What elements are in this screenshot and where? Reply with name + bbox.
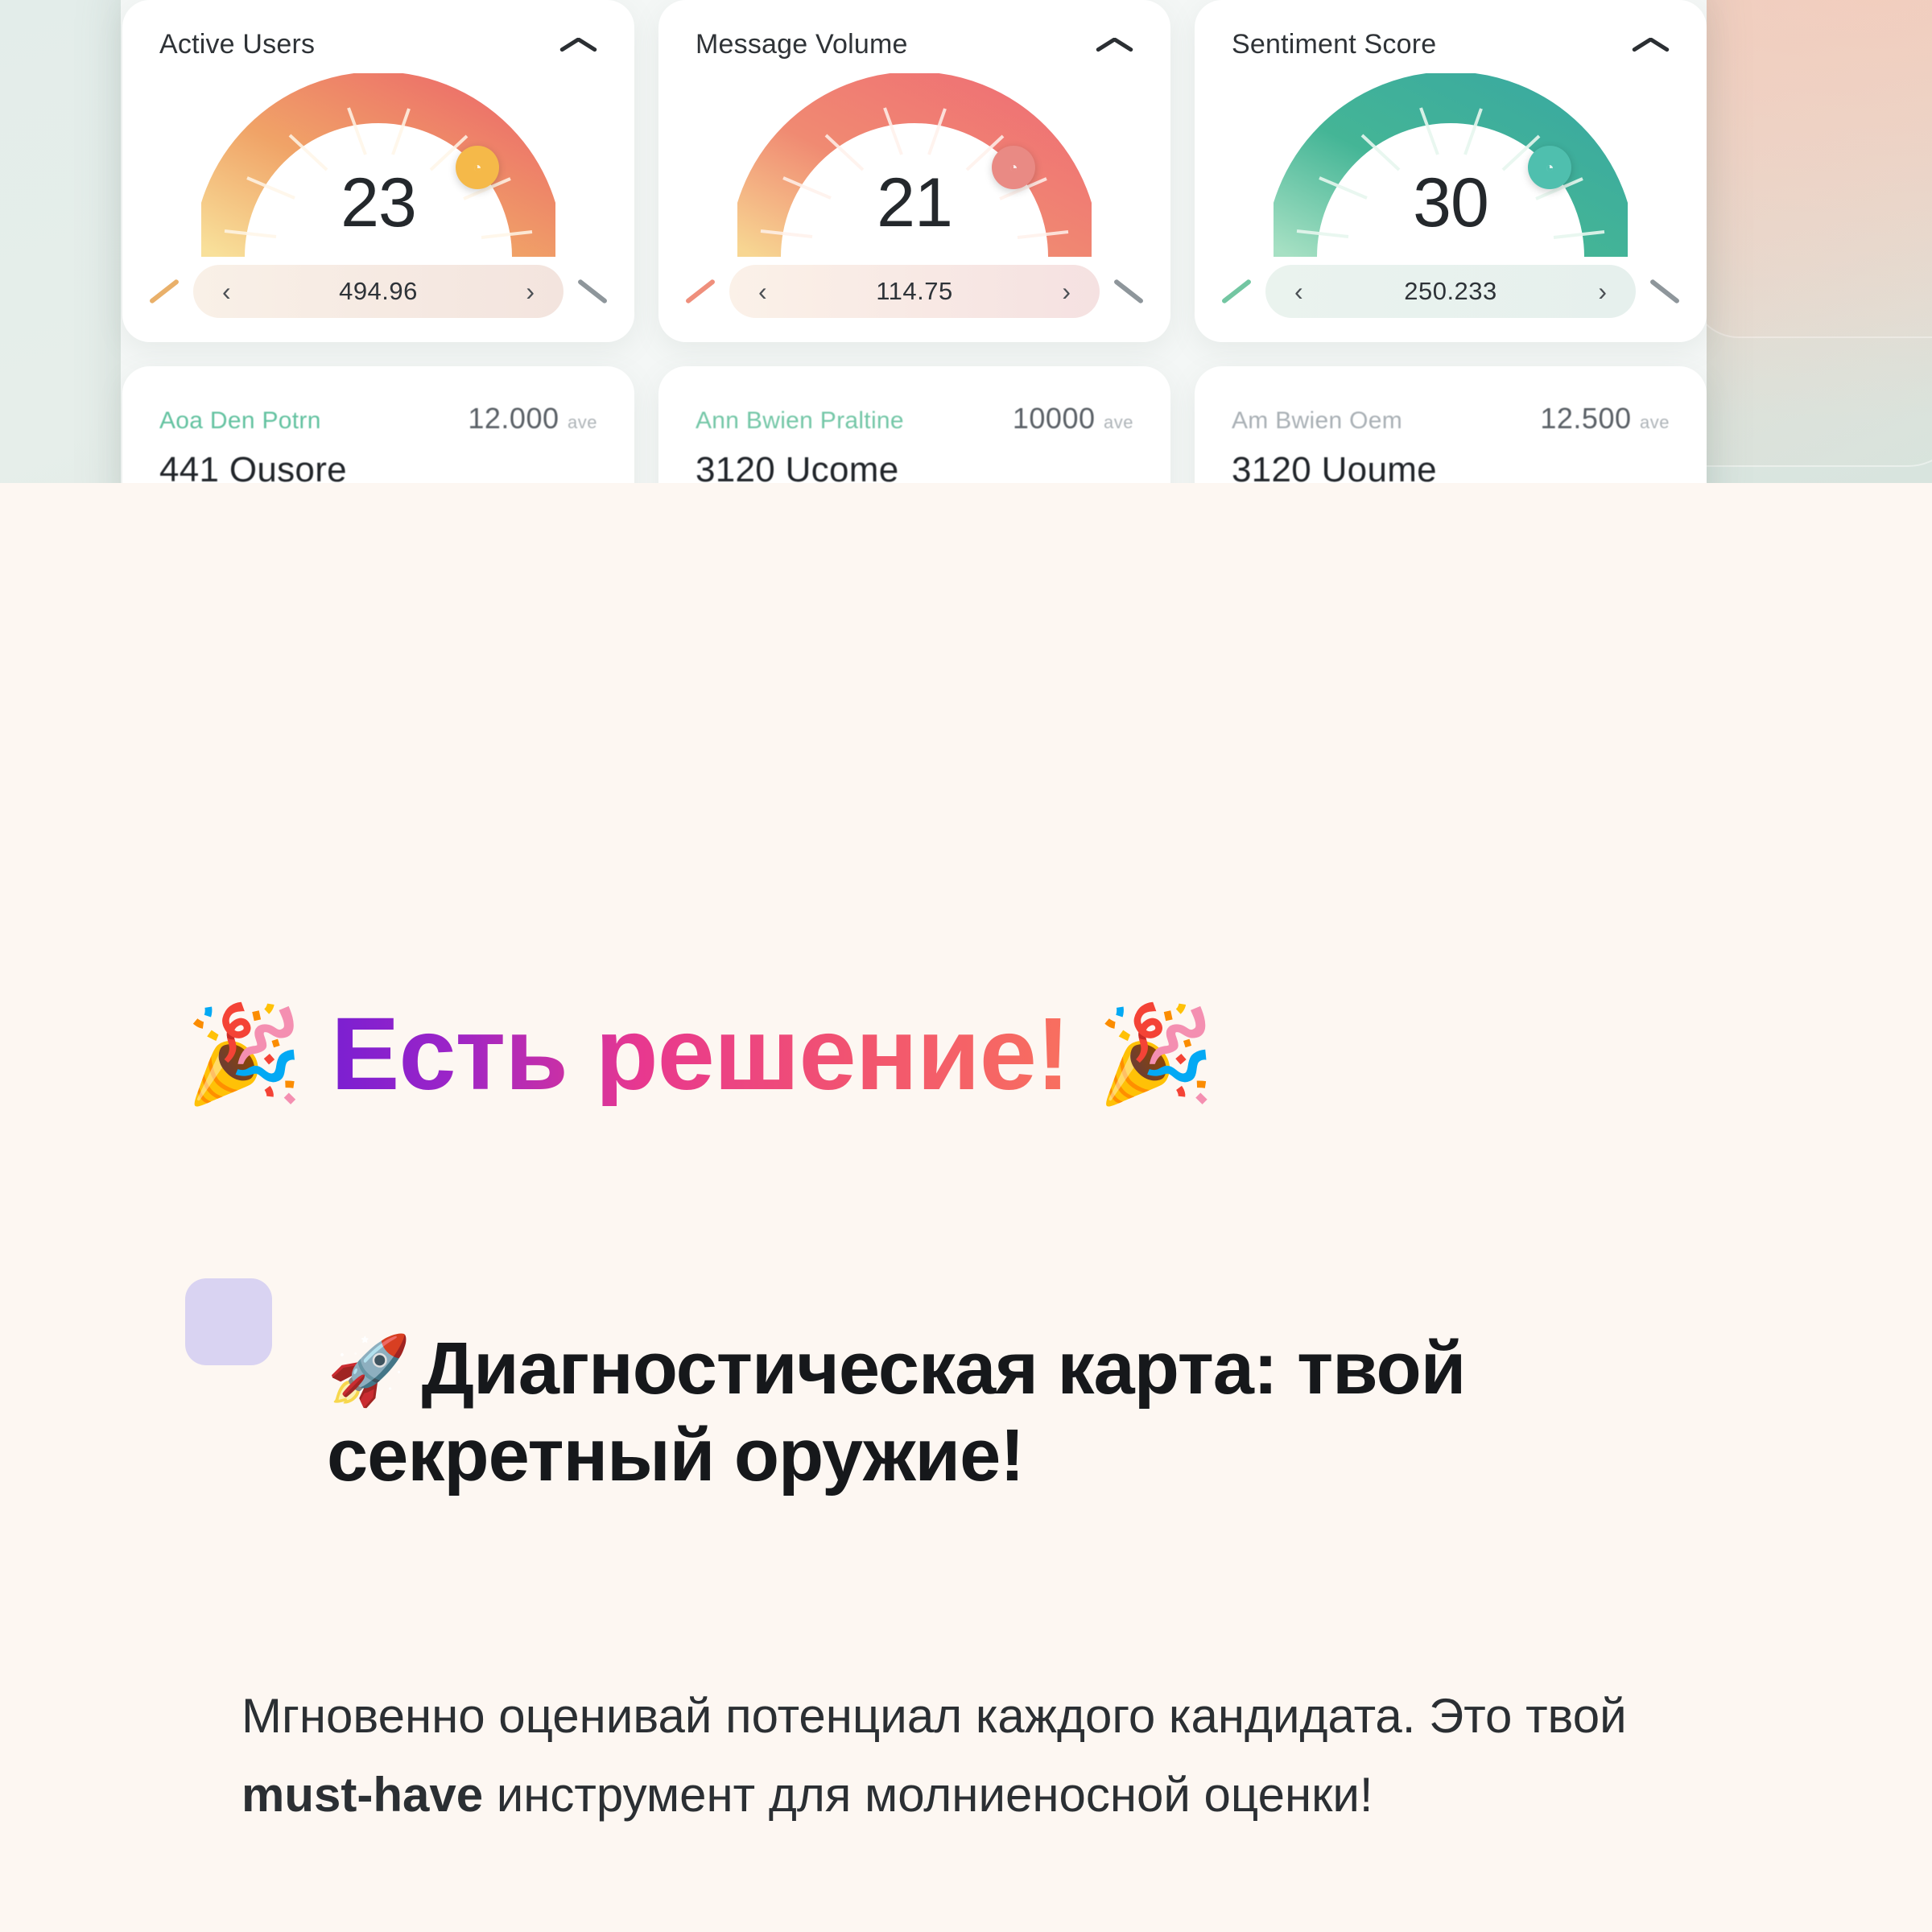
list-card-headline: 441 Ousore	[159, 450, 347, 483]
gauge-card[interactable]: Active Users	[122, 0, 634, 342]
gauge: ◔ 23	[122, 68, 634, 270]
rocket-icon: 🚀	[327, 1331, 411, 1408]
stepper-value: 250.233	[1404, 277, 1497, 305]
amount-unit: ave	[568, 412, 597, 432]
paragraph-part-1: Мгновенно оценивай потенциал каждого кан…	[242, 1689, 1627, 1744]
list-card[interactable]: Aoa Den Potrn 12.000 ave 441 Ousore Duš …	[122, 366, 634, 483]
gauge-card[interactable]: Message Volume	[658, 0, 1170, 342]
gauge-arc	[1274, 73, 1628, 258]
value-stepper[interactable]: ‹ 494.96 ›	[193, 265, 564, 318]
chevron-right-icon[interactable]: ›	[526, 277, 535, 306]
subheading-text: Диагностическая карта: твой секретный ор…	[327, 1327, 1466, 1497]
page-title: Есть решение!	[330, 996, 1071, 1112]
list-card[interactable]: Am Bwien Oem 12.500 ave 3120 Uoume Dois …	[1195, 366, 1707, 483]
list-card-header: Ann Bwien Praltine 10000 ave	[658, 366, 1170, 436]
decorative-plate-front	[1690, 0, 1932, 338]
gauge-knob[interactable]: ◔	[992, 146, 1035, 189]
chevron-up-icon[interactable]	[1096, 35, 1133, 56]
list-card-row: Aoa Den Potrn 12.000 ave 441 Ousore Duš …	[122, 342, 1707, 483]
amount-unit: ave	[1104, 412, 1133, 432]
gauge-value: 21	[877, 164, 953, 242]
chevron-up-icon[interactable]	[560, 35, 597, 56]
gauge-value: 23	[341, 164, 417, 242]
list-card-headline: 3120 Ucome	[696, 450, 899, 483]
gauge-knob[interactable]: ◔	[1528, 146, 1571, 189]
amount-value: 12.500	[1540, 402, 1632, 435]
stepper-row: ‹ 494.96 ›	[122, 265, 634, 318]
chevron-left-icon[interactable]: ‹	[758, 277, 767, 306]
list-card-amount: 12.000 ave	[468, 402, 597, 436]
amount-value: 10000	[1012, 402, 1096, 435]
list-card-amount: 10000 ave	[1013, 402, 1133, 436]
left-tick-icon	[148, 279, 180, 304]
card-header: Active Users	[122, 0, 634, 60]
dashboard-cards: Active Users	[122, 0, 1707, 483]
content-section: 🎉 Есть решение! 🎉 🚀 Диагностическая карта…	[0, 483, 1932, 1932]
card-header: Sentiment Score	[1195, 0, 1707, 60]
left-tick-icon	[684, 279, 716, 304]
card-title: Sentiment Score	[1232, 29, 1437, 60]
chevron-right-icon[interactable]: ›	[1062, 277, 1071, 306]
amount-value: 12.000	[468, 402, 559, 435]
list-card-header: Aoa Den Potrn 12.000 ave	[122, 366, 634, 436]
paragraph-part-2: инструмент для молниеносной оценки!	[483, 1767, 1373, 1822]
right-tick-icon	[1113, 279, 1145, 304]
right-tick-icon	[1649, 279, 1681, 304]
stepper-value: 114.75	[876, 277, 953, 305]
list-card-amount: 12.500 ave	[1540, 402, 1670, 436]
value-stepper[interactable]: ‹ 250.233 ›	[1265, 265, 1636, 318]
gauge-card-row: Active Users	[122, 0, 1707, 342]
gauge: ◔ 30	[1195, 68, 1707, 270]
gauge-arc	[737, 73, 1092, 258]
chevron-up-icon[interactable]	[1633, 35, 1670, 56]
value-stepper[interactable]: ‹ 114.75 ›	[729, 265, 1100, 318]
list-card-header: Am Bwien Oem 12.500 ave	[1195, 366, 1707, 436]
gauge-arc	[201, 73, 555, 258]
chevron-left-icon[interactable]: ‹	[222, 277, 231, 306]
stepper-row: ‹ 114.75 ›	[658, 265, 1170, 318]
left-tick-icon	[1220, 279, 1253, 304]
card-title: Message Volume	[696, 29, 908, 60]
stepper-value: 494.96	[339, 277, 418, 305]
list-card-label: Am Bwien Oem	[1232, 407, 1402, 434]
gauge-value: 30	[1413, 164, 1489, 242]
subheading: 🚀 Диагностическая карта: твой секретный о…	[327, 1325, 1719, 1500]
gauge: ◔ 21	[658, 68, 1170, 270]
list-card-label: Ann Bwien Praltine	[696, 407, 904, 434]
party-popper-icon: 🎉	[1096, 1001, 1216, 1108]
headline-row: 🎉 Есть решение! 🎉	[0, 483, 1932, 1175]
paragraph-bold: must-have	[242, 1767, 484, 1822]
chevron-left-icon[interactable]: ‹	[1294, 277, 1303, 306]
subheading-row: 🚀 Диагностическая карта: твой секретный о…	[0, 1175, 1932, 1562]
lilac-square-marker	[185, 1278, 272, 1365]
amount-unit: ave	[1640, 412, 1670, 432]
chevron-right-icon[interactable]: ›	[1598, 277, 1607, 306]
dashboard-screenshot: Active Users	[0, 0, 1932, 483]
list-card-headline: 3120 Uoume	[1232, 450, 1437, 483]
list-card-label: Aoa Den Potrn	[159, 407, 321, 434]
list-card[interactable]: Ann Bwien Praltine 10000 ave 3120 Ucome …	[658, 366, 1170, 483]
gauge-card[interactable]: Sentiment Score	[1195, 0, 1707, 342]
card-header: Message Volume	[658, 0, 1170, 60]
card-title: Active Users	[159, 29, 316, 60]
body-paragraph: Мгновенно оценивай потенциал каждого кан…	[0, 1609, 1674, 1833]
right-tick-icon	[576, 279, 609, 304]
gauge-knob[interactable]: ◔	[456, 146, 499, 189]
party-popper-icon: 🎉	[185, 1001, 303, 1108]
stepper-row: ‹ 250.233 ›	[1195, 265, 1707, 318]
